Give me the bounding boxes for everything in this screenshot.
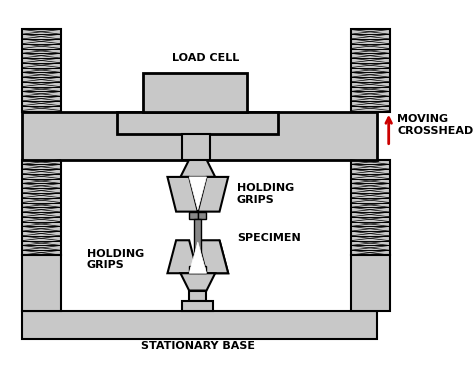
Polygon shape <box>167 240 198 273</box>
Bar <box>350 30 390 112</box>
Bar <box>198 211 207 219</box>
Text: LOAD CELL: LOAD CELL <box>172 53 239 63</box>
Bar <box>350 255 390 312</box>
Bar <box>189 211 198 219</box>
Bar <box>22 255 61 312</box>
Polygon shape <box>167 177 198 211</box>
Text: MOVING
CROSSHEAD: MOVING CROSSHEAD <box>397 114 474 136</box>
Bar <box>182 301 213 312</box>
Polygon shape <box>198 240 228 273</box>
Text: SPECIMEN: SPECIMEN <box>237 233 301 243</box>
Bar <box>182 133 210 160</box>
Bar <box>22 112 377 160</box>
Polygon shape <box>198 177 228 211</box>
Polygon shape <box>181 273 215 291</box>
Text: HOLDING
GRIPS: HOLDING GRIPS <box>87 249 144 270</box>
Bar <box>189 266 198 273</box>
Bar <box>117 112 278 133</box>
Bar <box>143 73 247 112</box>
Bar <box>189 291 207 301</box>
Bar <box>22 160 61 255</box>
Polygon shape <box>181 160 215 177</box>
Bar <box>194 219 201 266</box>
Polygon shape <box>189 242 207 273</box>
Bar <box>22 312 377 339</box>
Text: HOLDING
GRIPS: HOLDING GRIPS <box>237 183 294 205</box>
Polygon shape <box>189 177 207 210</box>
Bar <box>350 160 390 255</box>
Polygon shape <box>198 240 228 273</box>
Bar <box>198 266 207 273</box>
Text: STATIONARY BASE: STATIONARY BASE <box>141 341 255 351</box>
Bar <box>22 30 61 112</box>
